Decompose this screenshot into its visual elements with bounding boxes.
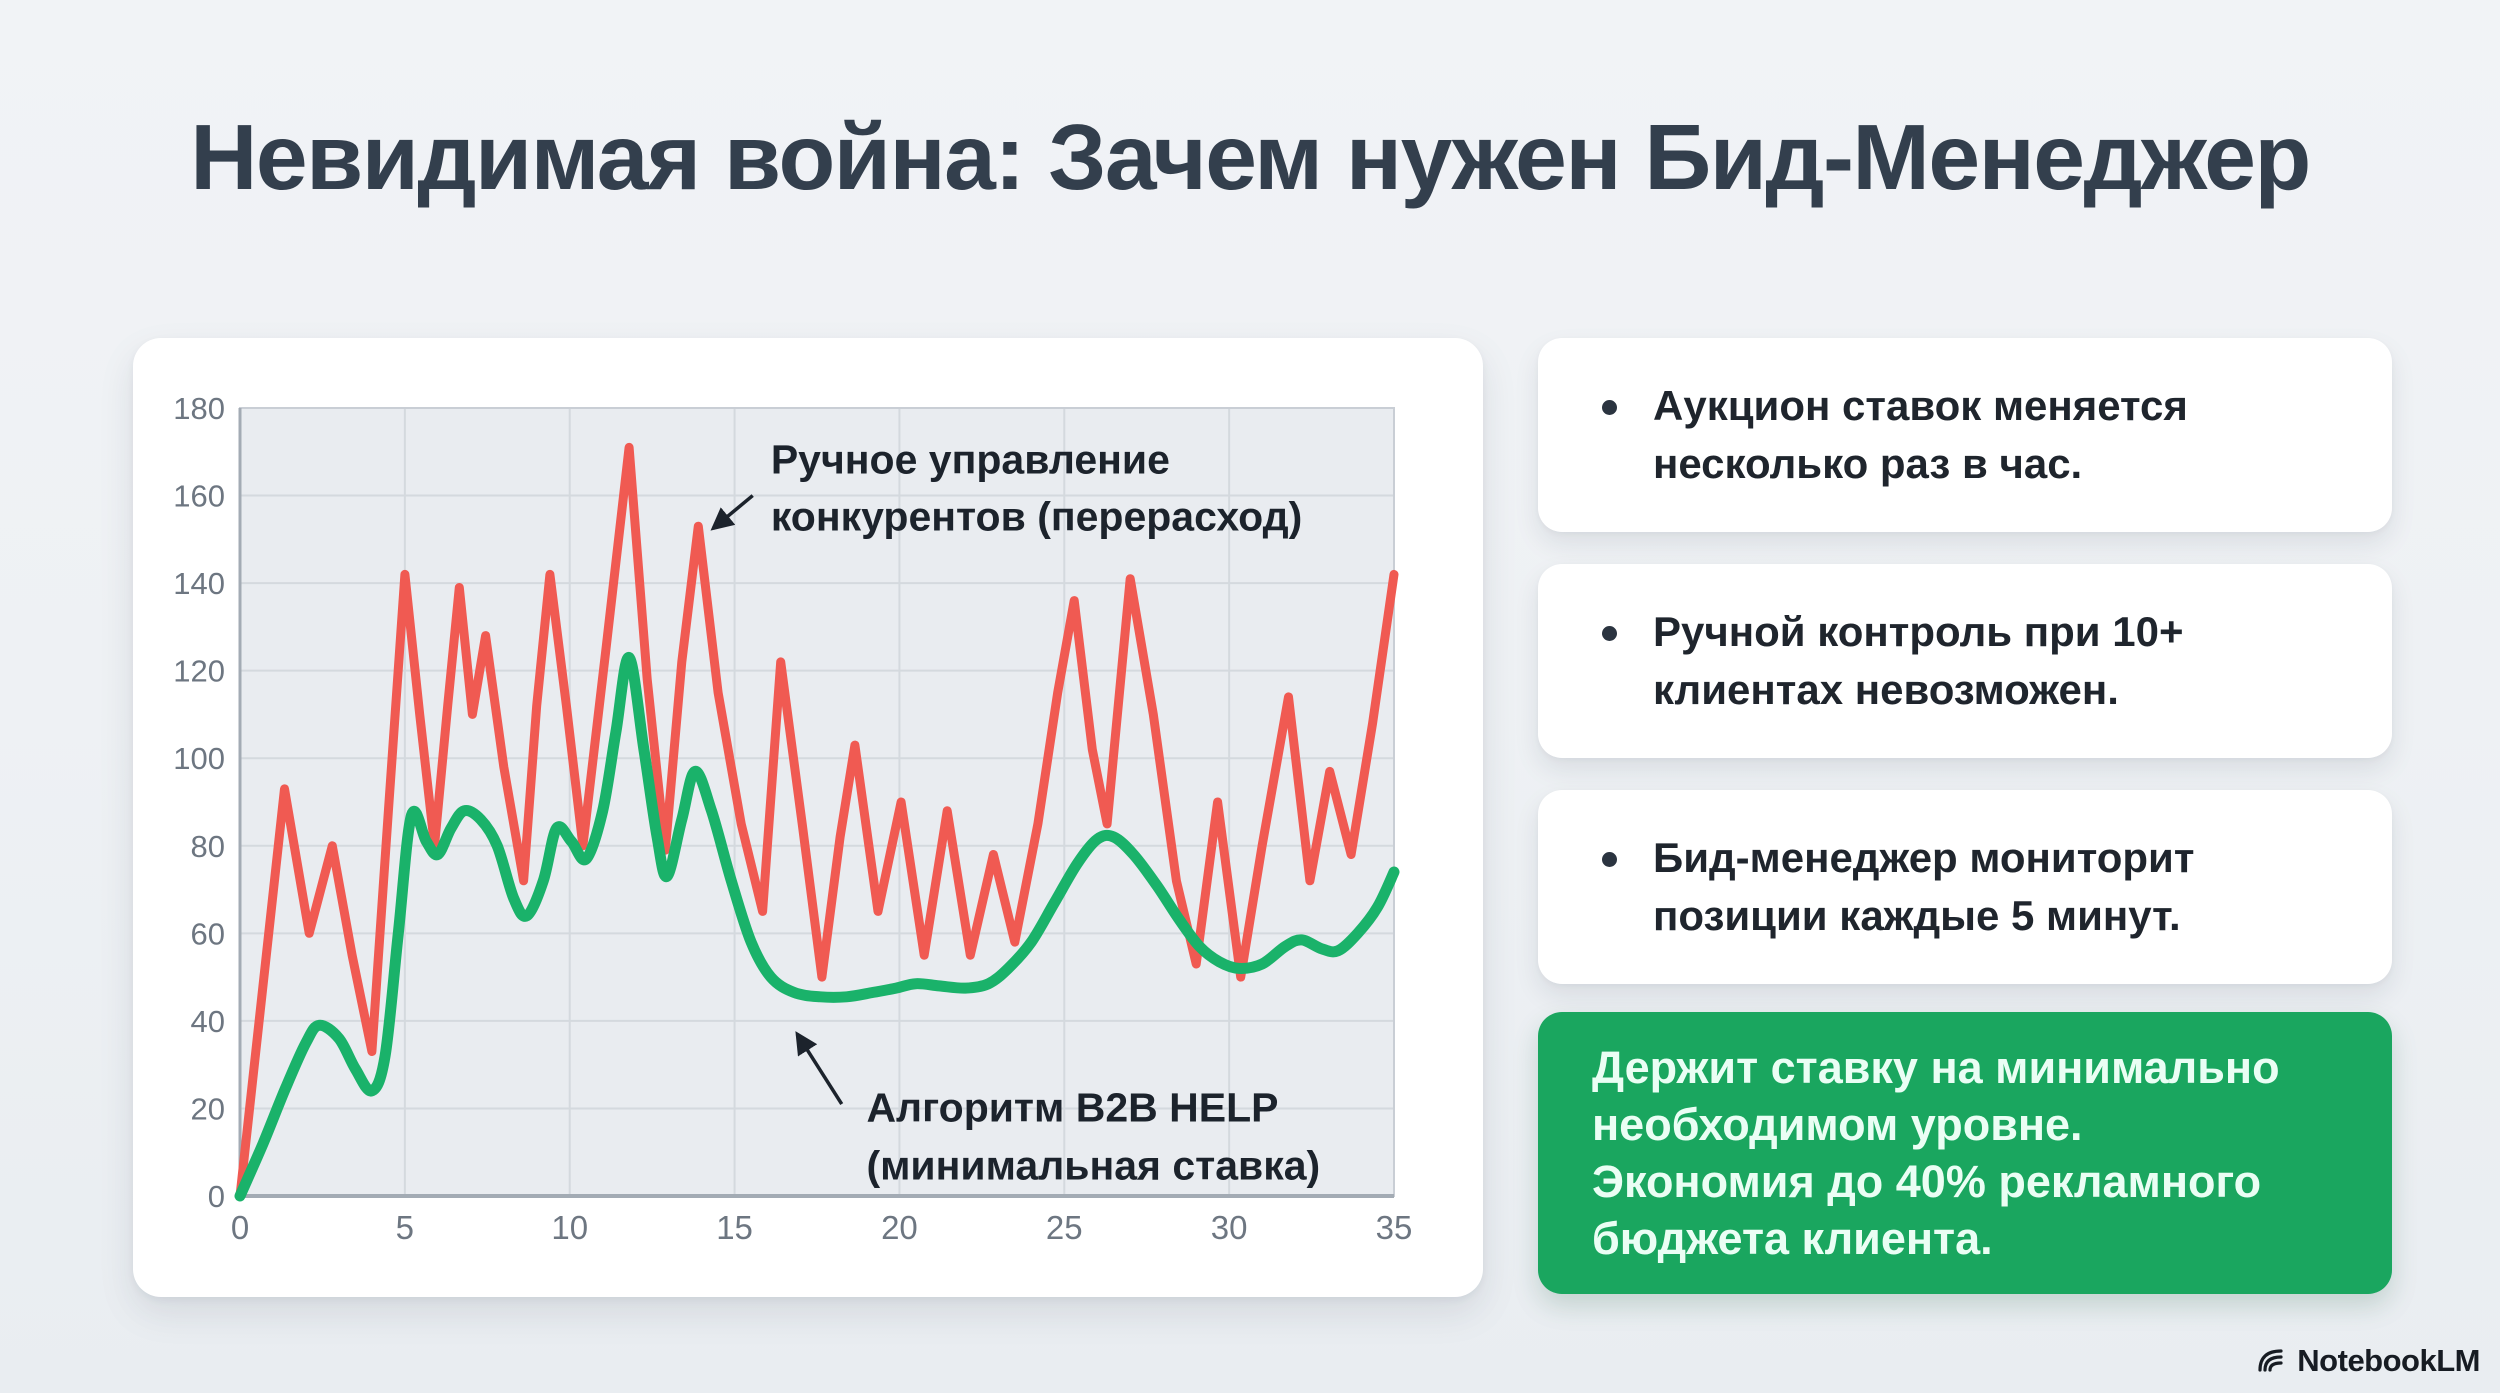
info-card-text: Бид-менеджер мониторит позиции каждые 5 … (1653, 834, 2195, 939)
svg-text:80: 80 (191, 829, 225, 864)
svg-text:(минимальная ставка): (минимальная ставка) (866, 1142, 1320, 1188)
svg-text:0: 0 (231, 1209, 249, 1246)
svg-text:60: 60 (191, 916, 225, 951)
svg-text:140: 140 (173, 566, 225, 601)
svg-text:120: 120 (173, 654, 225, 689)
svg-text:Алгоритм B2B HELP: Алгоритм B2B HELP (866, 1085, 1278, 1131)
svg-text:Ручное управление: Ручное управление (771, 437, 1170, 483)
chart-card: 0 20 40 60 80 100 120 140 160 180 0 5 10 15 20 25 30 35 Ру… (133, 338, 1483, 1297)
svg-text:30: 30 (1211, 1209, 1248, 1246)
svg-text:40: 40 (191, 1004, 225, 1039)
info-card-monitoring: Бид-менеджер мониторит позиции каждые 5 … (1538, 790, 2392, 984)
highlight-card-text: Держит ставку на минимально необходимом … (1592, 1042, 2280, 1150)
svg-text:конкурентов (перерасход): конкурентов (перерасход) (771, 494, 1303, 540)
info-card-manual-control: Ручной контроль при 10+ клиентах невозмо… (1538, 564, 2392, 758)
notebooklm-watermark: NotebookLM (2255, 1343, 2480, 1379)
notebooklm-logo-icon (2258, 1349, 2283, 1372)
svg-text:20: 20 (191, 1091, 225, 1126)
svg-text:20: 20 (881, 1209, 918, 1246)
svg-text:10: 10 (551, 1209, 588, 1246)
svg-text:180: 180 (173, 391, 225, 426)
svg-text:0: 0 (208, 1179, 225, 1214)
notebooklm-brand-label: NotebookLM (2297, 1343, 2480, 1378)
highlight-card-text: Экономия до 40% рекламного бюджета клиен… (1592, 1156, 2262, 1264)
highlight-card: Держит ставку на минимально необходимом … (1538, 1012, 2392, 1294)
svg-text:100: 100 (173, 741, 225, 776)
bid-comparison-chart: 0 20 40 60 80 100 120 140 160 180 0 5 10 15 20 25 30 35 Ру… (173, 391, 1413, 1246)
svg-text:15: 15 (716, 1209, 753, 1246)
svg-text:160: 160 (173, 479, 225, 514)
bullet-dot-icon (1602, 625, 1617, 641)
info-card-text: Ручной контроль при 10+ клиентах невозмо… (1653, 608, 2184, 713)
bullet-dot-icon (1602, 851, 1617, 867)
svg-text:5: 5 (396, 1209, 414, 1246)
page-title: Невидимая война: Зачем нужен Бид-Менедже… (190, 105, 2311, 209)
bullet-dot-icon (1602, 399, 1617, 415)
info-card-auction: Аукцион ставок меняется несколько раз в … (1538, 338, 2392, 532)
svg-text:35: 35 (1376, 1209, 1413, 1246)
svg-text:25: 25 (1046, 1209, 1083, 1246)
info-card-text: Аукцион ставок меняется несколько раз в … (1653, 382, 2188, 487)
